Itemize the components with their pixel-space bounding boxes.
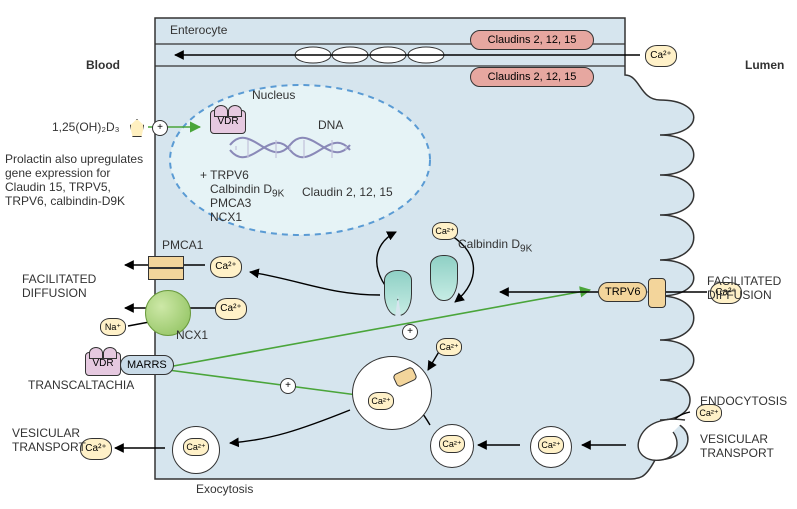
- calbindin-bound: [430, 255, 458, 301]
- pmca1-channel: [148, 256, 184, 268]
- pmca1-label: PMCA1: [162, 238, 203, 252]
- transcaltachia-label: TRANSCALTACHIA: [28, 378, 134, 392]
- blood-label: Blood: [86, 58, 120, 72]
- endocytic-pit: [625, 412, 695, 472]
- prolactin-note: Prolactin also upregulates gene expressi…: [5, 152, 155, 208]
- lumen-label: Lumen: [745, 58, 784, 72]
- enterocyte-label: Enterocyte: [170, 23, 227, 37]
- claudin-badge-bottom: Claudins 2, 12, 15: [470, 67, 594, 87]
- exocytosis-label: Exocytosis: [196, 482, 253, 496]
- ca-ion-into-vesicle: Ca²⁺: [436, 338, 462, 356]
- calbindin-label: Calbindin D9K: [458, 237, 532, 254]
- endocytosis-label: ENDOCYTOSIS: [700, 394, 787, 408]
- marrs-box: MARRS: [120, 355, 174, 375]
- facilitated-diffusion-left: FACILITATED DIFFUSION: [22, 272, 96, 300]
- plus-trpv6: +: [402, 324, 418, 340]
- gene-claudin: Claudin 2, 12, 15: [302, 185, 393, 199]
- claudin-badge-top: Claudins 2, 12, 15: [470, 30, 594, 50]
- ca-ion-lumen-top: Ca²⁺: [645, 45, 677, 67]
- gene-ncx1: NCX1: [210, 210, 242, 224]
- facilitated-diffusion-right: FACILITATED DIFFUSION: [707, 274, 781, 302]
- ca-ion-veslarge: Ca²⁺: [368, 392, 394, 410]
- ca-ion-calbindin: Ca²⁺: [432, 222, 458, 240]
- pmca1-channel-b: [148, 268, 184, 280]
- gene-pmca3: PMCA3: [210, 196, 251, 210]
- vitamin-d-label: 1,25(OH)₂D₃: [52, 120, 120, 134]
- vdr-nucleus: VDR: [210, 110, 246, 134]
- ca-ion-exo: Ca²⁺: [183, 438, 209, 456]
- trpv6-label-box: TRPV6: [598, 282, 647, 302]
- vesicle-large: [352, 356, 432, 430]
- ncx1-label: NCX1: [176, 328, 208, 342]
- ca-ion-ncx: Ca²⁺: [215, 298, 247, 320]
- gene-trpv6: + TRPV6: [200, 168, 249, 182]
- ca-ion-ves1: Ca²⁺: [538, 436, 564, 454]
- trpv6-channel: [648, 278, 666, 308]
- nucleus-shape: [170, 85, 430, 235]
- plus-endocytosis: +: [280, 378, 296, 394]
- plus-vitd: +: [152, 120, 168, 136]
- vdr-membrane: VDR: [85, 352, 121, 376]
- vesicular-left: VESICULAR TRANSPORT: [12, 426, 86, 454]
- diagram-stage: Claudins 2, 12, 15 Claudins 2, 12, 15 Ca…: [0, 0, 797, 509]
- dna-label: DNA: [318, 118, 343, 132]
- nucleus-label: Nucleus: [252, 88, 295, 102]
- ca-ion-pmca: Ca²⁺: [210, 256, 242, 278]
- vesicular-right: VESICULAR TRANSPORT: [700, 432, 774, 460]
- ca-ion-ves2: Ca²⁺: [439, 435, 465, 453]
- na-ion: Na⁺: [100, 318, 126, 336]
